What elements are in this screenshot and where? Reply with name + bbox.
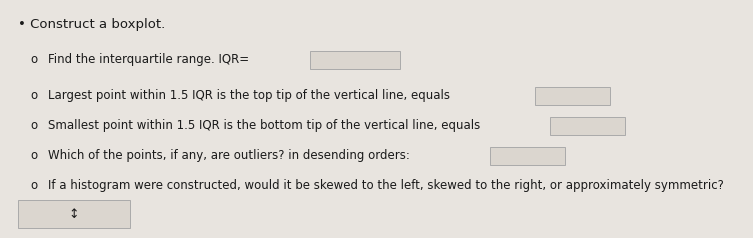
- Text: o: o: [30, 53, 37, 66]
- Text: Find the interquartile range. IQR=: Find the interquartile range. IQR=: [48, 53, 249, 66]
- Text: o: o: [30, 149, 37, 162]
- Text: Smallest point within 1.5 IQR is the bottom tip of the vertical line, equals: Smallest point within 1.5 IQR is the bot…: [48, 119, 480, 132]
- Bar: [535, 87, 610, 105]
- Text: ↕: ↕: [69, 208, 79, 220]
- Text: • Construct a boxplot.: • Construct a boxplot.: [18, 18, 165, 31]
- Bar: [550, 117, 625, 135]
- Bar: [310, 51, 400, 69]
- Text: Which of the points, if any, are outliers? in desending orders:: Which of the points, if any, are outlier…: [48, 149, 410, 162]
- Bar: [490, 147, 565, 165]
- Text: o: o: [30, 179, 37, 192]
- Bar: [18, 200, 130, 228]
- Text: If a histogram were constructed, would it be skewed to the left, skewed to the r: If a histogram were constructed, would i…: [48, 179, 724, 192]
- Text: o: o: [30, 89, 37, 102]
- Text: o: o: [30, 119, 37, 132]
- Text: Largest point within 1.5 IQR is the top tip of the vertical line, equals: Largest point within 1.5 IQR is the top …: [48, 89, 450, 102]
